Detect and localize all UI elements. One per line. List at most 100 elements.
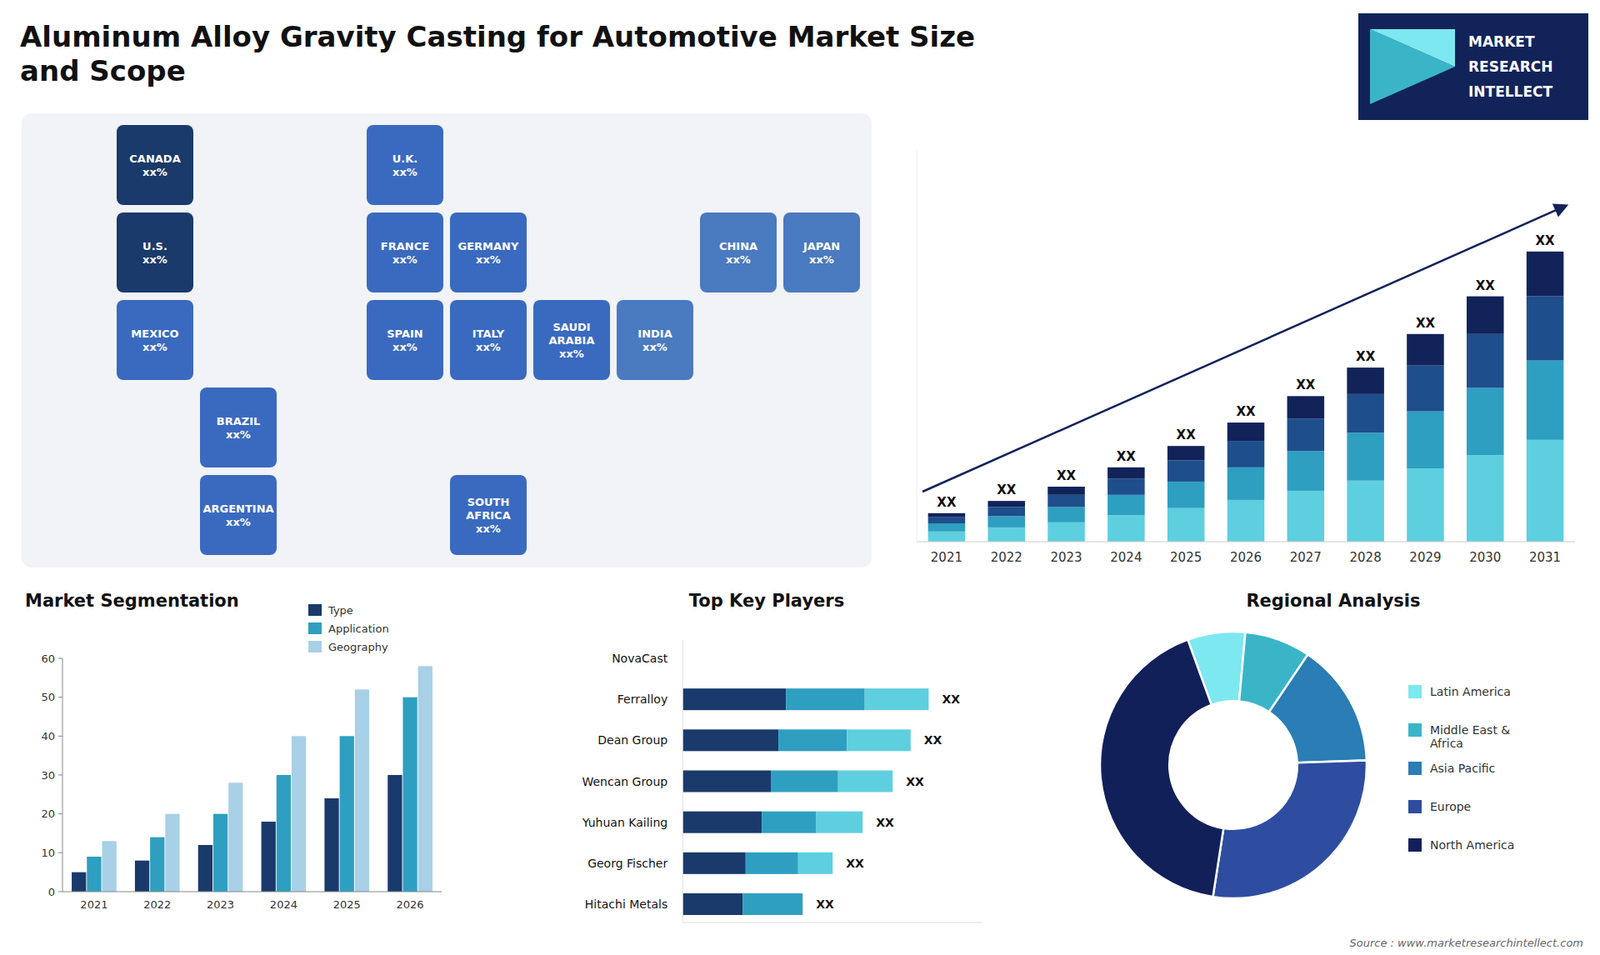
- logo-text: RESEARCH: [1468, 58, 1554, 75]
- bar-annotation: XX: [1535, 233, 1556, 249]
- text-line: ARABIA: [549, 334, 595, 347]
- bar-annotation: XX: [815, 897, 835, 911]
- x-axis-line: [682, 922, 983, 924]
- bar-segment: [770, 770, 839, 793]
- text-line: FRANCE: [380, 240, 430, 253]
- country-label: SAUDIARABIAxx%: [549, 320, 595, 360]
- bar-annotation: XX: [996, 482, 1017, 498]
- bar-segment: [1346, 367, 1385, 395]
- bar: [355, 689, 370, 892]
- donut-slice: [1213, 760, 1367, 899]
- country-tile: [116, 125, 194, 205]
- legend-label: North America: [1430, 838, 1515, 852]
- x-tick-label: 2024: [1110, 550, 1142, 565]
- text-line: xx%: [392, 340, 418, 353]
- bar: [340, 735, 355, 892]
- text-line: xx%: [809, 252, 835, 265]
- bar-segment: [1047, 522, 1085, 542]
- x-tick-label: 2031: [1529, 550, 1561, 565]
- bar-segment: [1526, 360, 1565, 440]
- bar-segment: [1346, 480, 1385, 542]
- x-tick-label: 2028: [1350, 550, 1382, 565]
- bar-segment: [1167, 460, 1205, 482]
- x-axis-line: [916, 541, 1575, 543]
- country-label: SPAINxx%: [386, 327, 423, 354]
- bar-segment: [1107, 478, 1145, 495]
- x-tick-label: 2029: [1409, 550, 1441, 565]
- bar: [86, 856, 101, 892]
- y-tick-label: Wencan Group: [581, 775, 668, 789]
- y-tick-label: 40: [40, 730, 55, 743]
- bar-segment: [1346, 432, 1385, 480]
- legend-swatch: [1408, 685, 1422, 699]
- legend-label: Latin America: [1430, 685, 1511, 699]
- bar-segment: [682, 852, 746, 875]
- bar-segment: [1227, 440, 1265, 468]
- country-label: JAPANxx%: [802, 240, 840, 266]
- bar-annotation: XX: [1056, 468, 1077, 484]
- y-tick-label: 0: [48, 885, 55, 899]
- bar: [324, 798, 339, 892]
- text-line: xx%: [559, 346, 585, 360]
- bar: [150, 837, 165, 892]
- bar: [418, 665, 433, 892]
- text-line: U.K.: [392, 152, 419, 165]
- x-tick-label: 2030: [1469, 550, 1501, 565]
- bar-annotation: XX: [924, 733, 943, 747]
- text-line: AFRICA: [465, 509, 510, 522]
- y-axis-line: [682, 640, 684, 923]
- country-label: SOUTHAFRICAxx%: [465, 495, 510, 535]
- text-line: xx%: [142, 165, 168, 178]
- legend: TypeApplicationGeography: [308, 604, 390, 654]
- logo-shape: [1370, 29, 1455, 67]
- text-line: xx%: [475, 340, 501, 353]
- y-axis-line: [916, 150, 918, 542]
- legend-label: Middle East &Africa: [1430, 723, 1510, 751]
- bar-segment: [798, 852, 833, 875]
- bar-annotation: XX: [1355, 349, 1376, 365]
- y-axis-line: [62, 658, 64, 892]
- logo-shape: [1370, 29, 1455, 105]
- x-tick-label: 2024: [270, 898, 298, 911]
- text-line: xx%: [475, 521, 501, 535]
- bar-segment: [1526, 440, 1565, 542]
- bar-segment: [1346, 394, 1385, 433]
- country-label: FRANCExx%: [380, 240, 430, 266]
- bar-annotation: XX: [936, 495, 957, 510]
- bar-segment: [928, 531, 966, 542]
- bar-segment: [928, 513, 966, 518]
- bar-segment: [987, 515, 1025, 527]
- bar-annotation: XX: [905, 775, 925, 789]
- country-tile: [700, 212, 777, 293]
- y-tick-label: 60: [40, 652, 55, 665]
- country-label: CANADAxx%: [129, 152, 180, 179]
- x-tick-label: 2026: [1230, 550, 1262, 565]
- chart-title: Aluminum Alloy Gravity Casting for Autom…: [20, 20, 975, 88]
- bar-segment: [1287, 395, 1325, 419]
- y-tick-label: 10: [40, 846, 55, 860]
- bar-segment: [1526, 251, 1565, 297]
- x-tick-label: 2023: [206, 898, 235, 911]
- horizontal-bar-chart: Top Key PlayersNovaCastFerralloyXXDean G…: [581, 590, 983, 923]
- country-tile: [366, 212, 444, 293]
- y-tick-label: 50: [40, 690, 55, 704]
- bar-annotation: XX: [1116, 449, 1137, 465]
- y-tick: [58, 658, 63, 660]
- page: MARKETRESEARCHINTELLECTSource : www.mark…: [0, 0, 1600, 955]
- text-line: xx%: [225, 515, 251, 528]
- x-tick-label: 2022: [990, 550, 1023, 565]
- bar-segment: [745, 852, 799, 875]
- text-line: INDIA: [637, 327, 672, 340]
- text-line: SAUDI: [552, 320, 590, 334]
- text-line: xx%: [392, 252, 418, 265]
- logo-background: [1358, 13, 1589, 120]
- text-line: MEXICO: [130, 327, 179, 340]
- y-tick: [58, 735, 63, 737]
- bars: [928, 251, 1565, 542]
- country-label: CHINAxx%: [719, 240, 758, 266]
- legend-swatch: [308, 640, 322, 653]
- bar: [276, 775, 291, 892]
- country-tile: [783, 212, 860, 293]
- bar-segment: [1526, 296, 1565, 361]
- x-tick-label: 2027: [1290, 550, 1322, 565]
